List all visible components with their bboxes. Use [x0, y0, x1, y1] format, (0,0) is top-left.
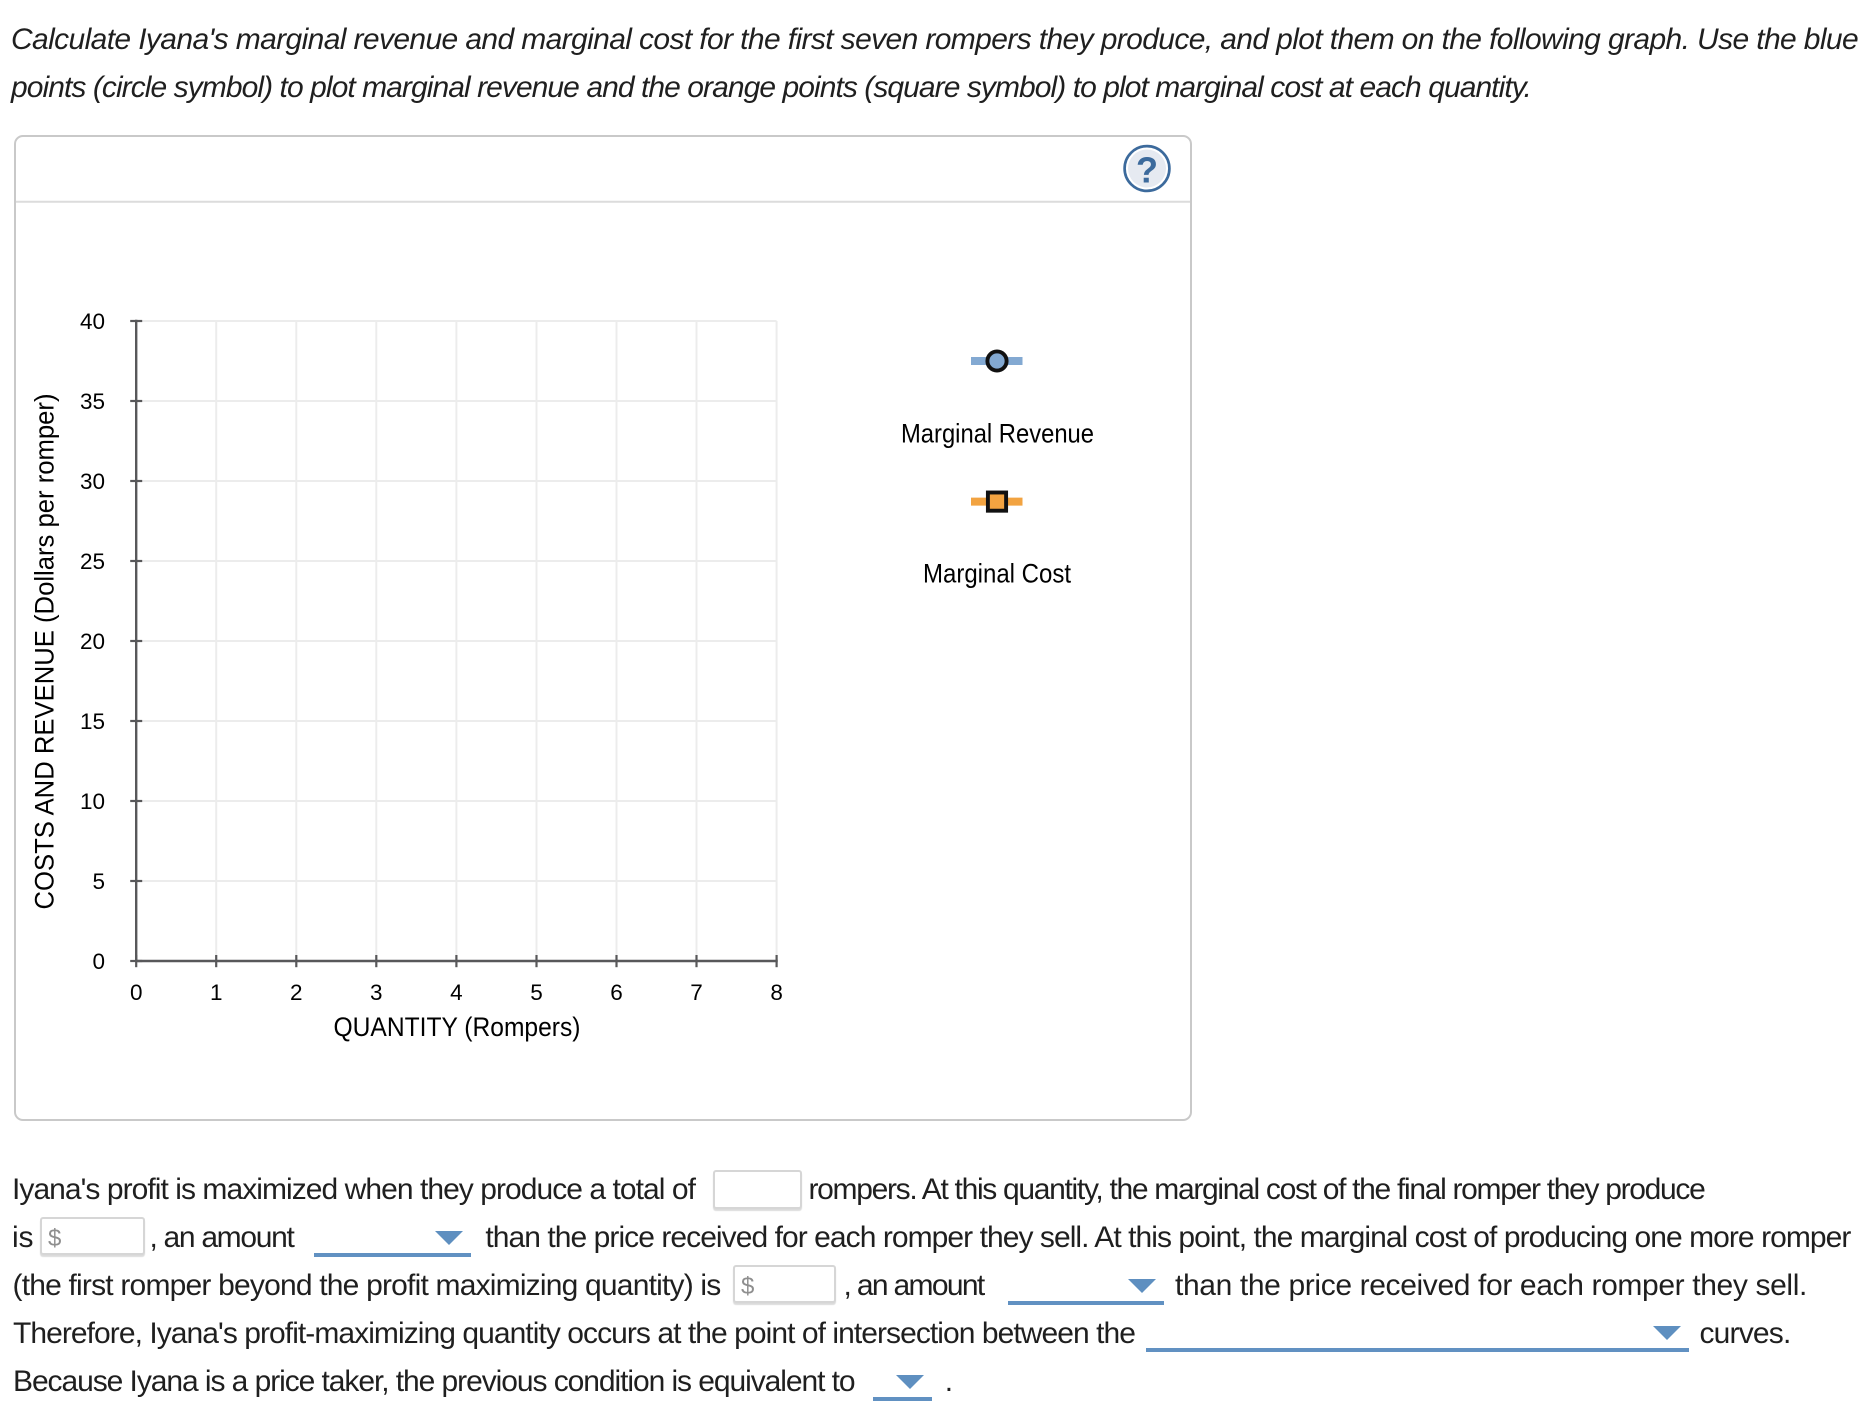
- svg-text:7: 7: [690, 980, 703, 1005]
- svg-text:0: 0: [92, 949, 105, 974]
- svg-text:5: 5: [530, 980, 543, 1005]
- svg-text:0: 0: [130, 980, 143, 1005]
- svg-text:40: 40: [80, 309, 105, 334]
- svg-text:QUANTITY (Rompers): QUANTITY (Rompers): [334, 1012, 581, 1042]
- svg-text:Marginal Revenue: Marginal Revenue: [901, 419, 1094, 449]
- svg-text:8: 8: [770, 980, 783, 1005]
- svg-text:5: 5: [92, 869, 105, 894]
- svg-text:2: 2: [290, 980, 303, 1005]
- svg-text:3: 3: [370, 980, 383, 1005]
- svg-text:15: 15: [80, 709, 105, 734]
- svg-text:4: 4: [450, 980, 463, 1005]
- svg-text:35: 35: [80, 389, 105, 414]
- svg-text:COSTS AND REVENUE (Dollars per: COSTS AND REVENUE (Dollars per romper): [30, 394, 60, 910]
- svg-text:20: 20: [80, 629, 105, 654]
- svg-text:6: 6: [610, 980, 623, 1005]
- svg-text:25: 25: [80, 549, 105, 574]
- svg-text:?: ?: [1136, 150, 1158, 191]
- svg-text:1: 1: [210, 980, 223, 1005]
- svg-text:10: 10: [80, 789, 105, 814]
- svg-text:30: 30: [80, 469, 105, 494]
- svg-text:Marginal Cost: Marginal Cost: [923, 558, 1071, 588]
